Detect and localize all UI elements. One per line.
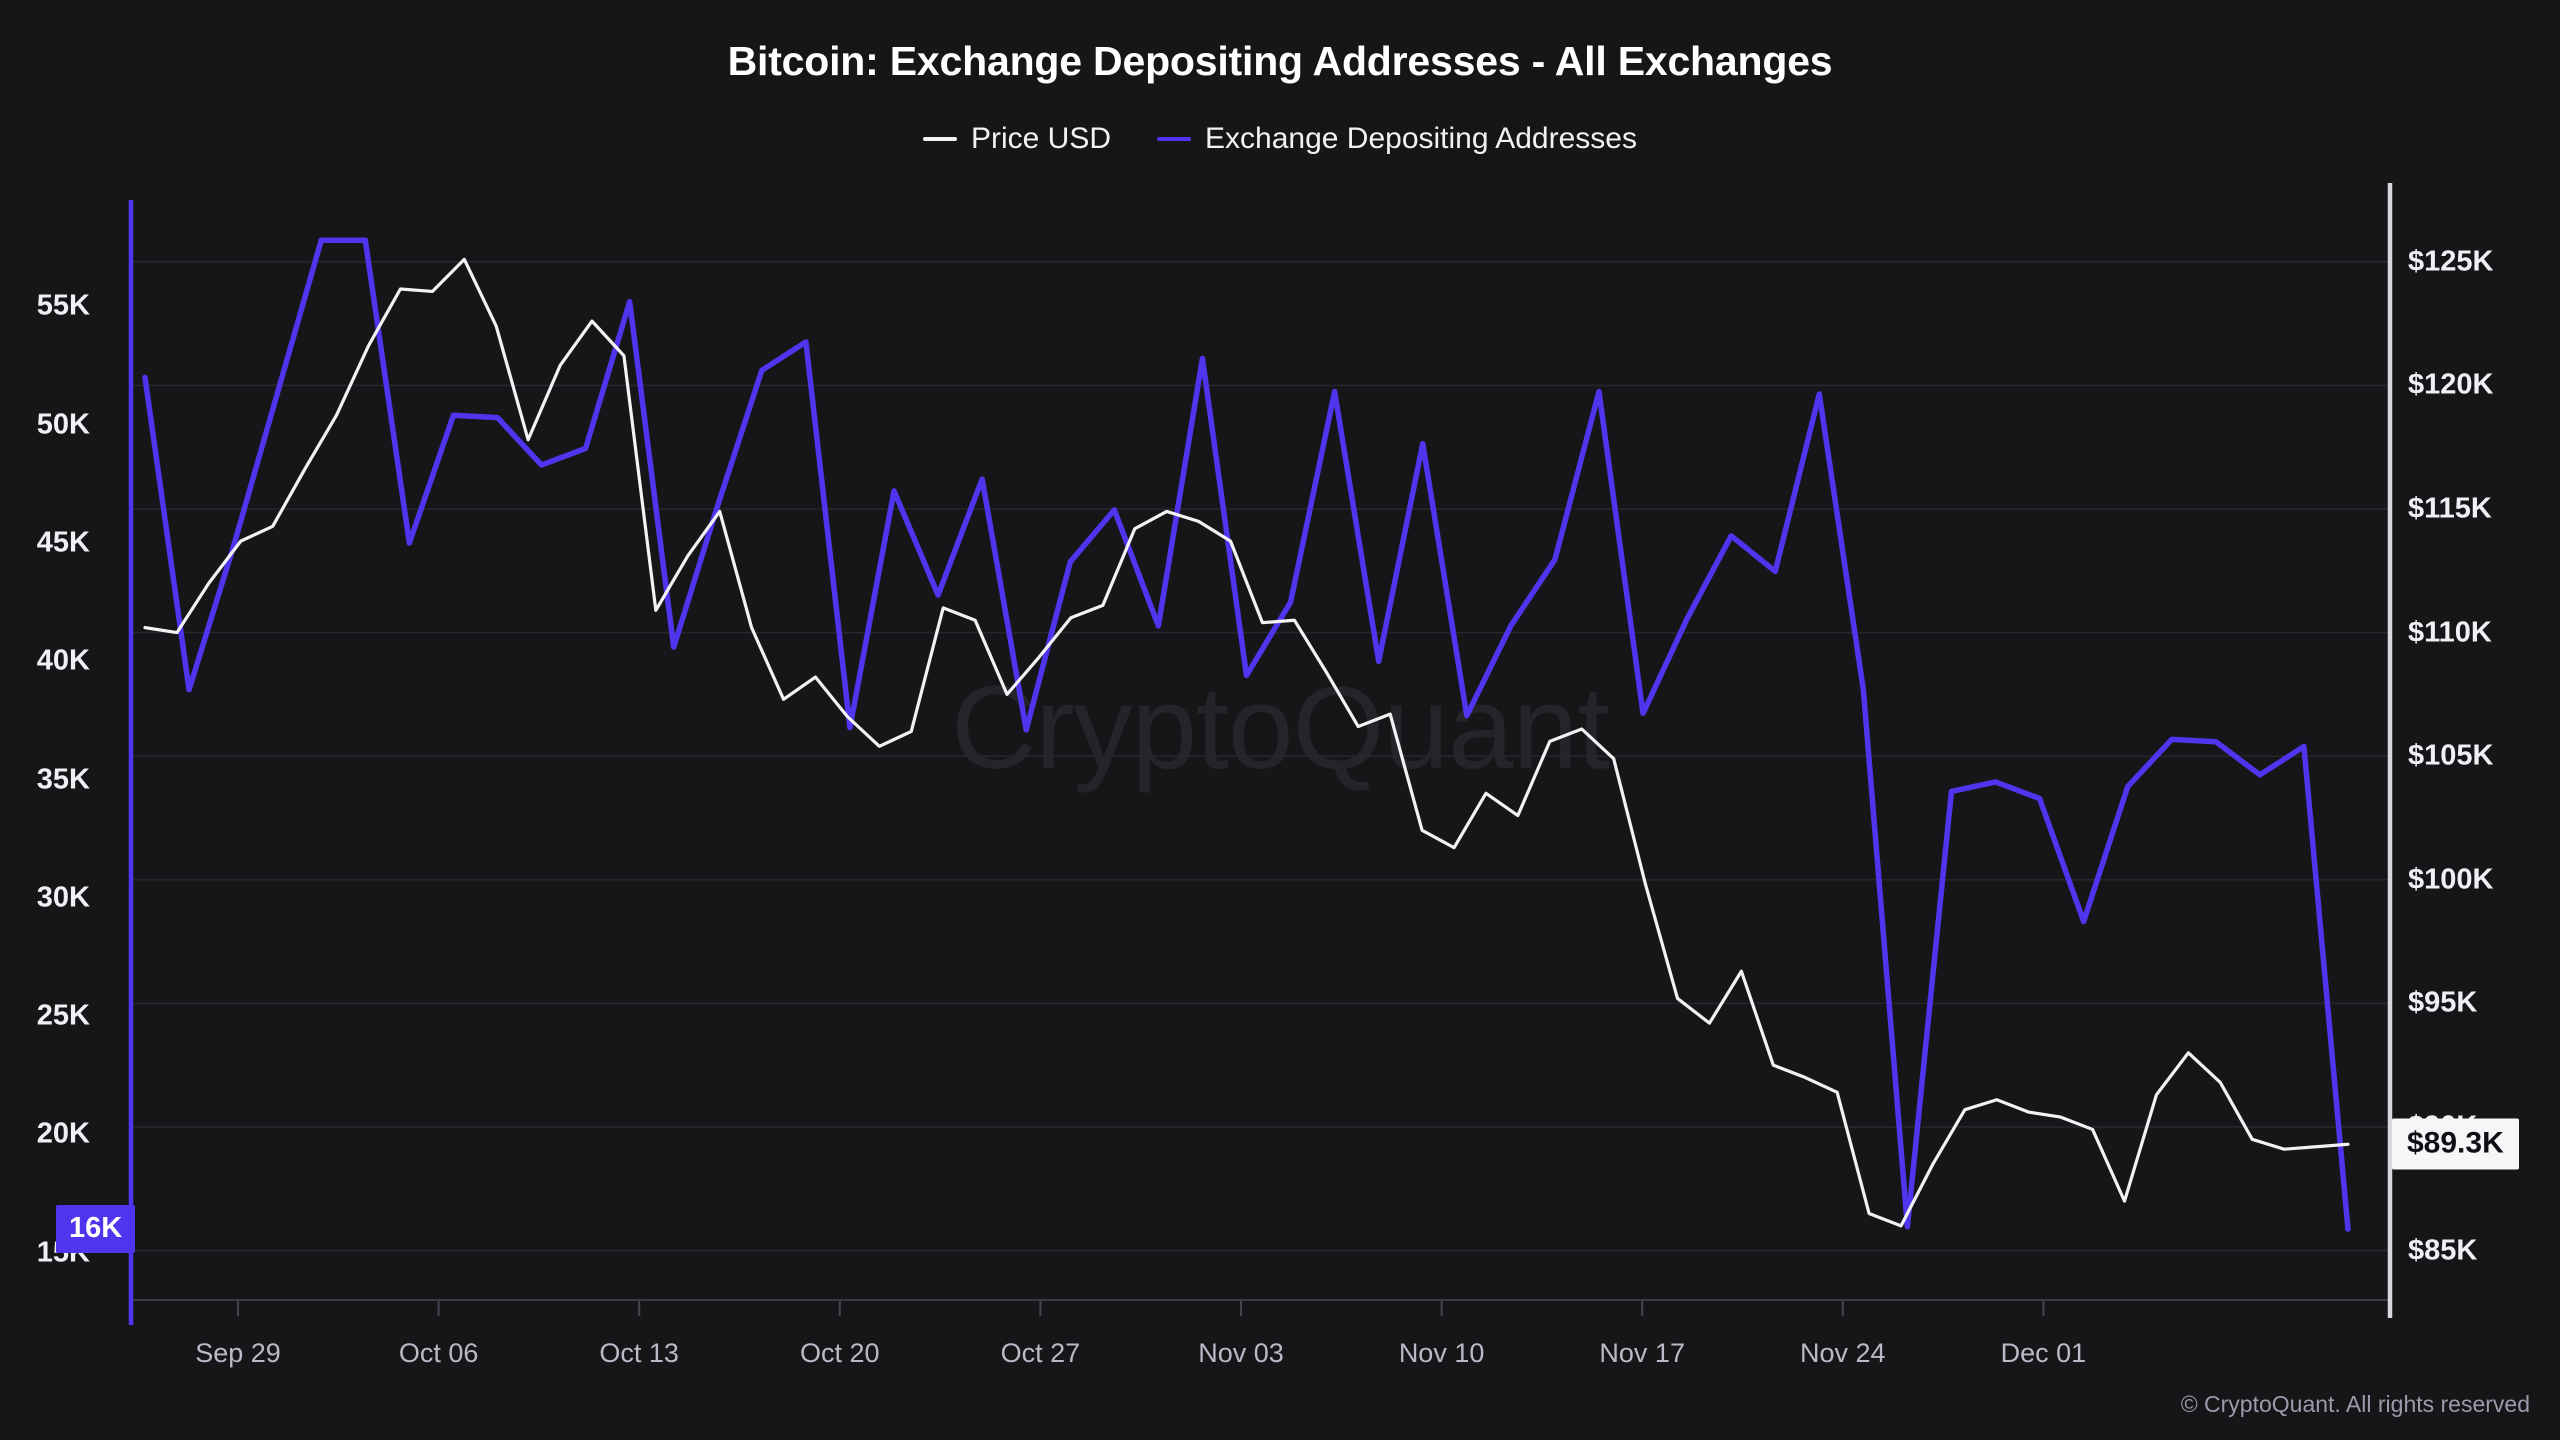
y-axis-left-tick-label: 35K bbox=[36, 763, 90, 796]
y-axis-right-tick-label: $125K bbox=[2408, 245, 2494, 278]
y-axis-left-tick-label: 30K bbox=[36, 881, 90, 914]
y-axis-right-tick-label: $100K bbox=[2408, 863, 2494, 896]
x-axis-tick-label: Sep 29 bbox=[195, 1338, 281, 1368]
x-axis-tick-label: Oct 27 bbox=[1000, 1338, 1081, 1368]
y-axis-left-tick-label: 25K bbox=[36, 999, 90, 1032]
y-axis-left-tick-label: 55K bbox=[36, 289, 90, 322]
y-axis-right-tick-label: $110K bbox=[2408, 616, 2492, 649]
y-axis-right-tick-label: $95K bbox=[2408, 986, 2478, 1019]
x-axis-tick-label: Nov 10 bbox=[1398, 1338, 1485, 1368]
x-axis-ticks bbox=[237, 1300, 2045, 1316]
axis-spines bbox=[128, 183, 2393, 1325]
legend-item-exchange-depositing-addresses[interactable]: Exchange Depositing Addresses bbox=[1157, 122, 1637, 156]
series-line-exchange-depositing-addresses bbox=[142, 237, 2351, 1232]
left-axis-value-badge: 16K bbox=[56, 1205, 136, 1254]
legend-item-price-usd[interactable]: Price USD bbox=[923, 122, 1111, 156]
y-axis-right-tick-label: $105K bbox=[2408, 739, 2494, 772]
y-axis-left-tick-label: 20K bbox=[36, 1117, 90, 1150]
legend-swatch-price-usd bbox=[923, 137, 957, 141]
y-axis-left-tick-label: 40K bbox=[36, 644, 90, 677]
legend-label-exchange-depositing-addresses: Exchange Depositing Addresses bbox=[1205, 122, 1637, 155]
y-axis-right-tick-label: $115K bbox=[2408, 492, 2492, 525]
x-axis-tick-label: Nov 24 bbox=[1800, 1338, 1886, 1368]
y-axis-right-tick-label: $120K bbox=[2408, 368, 2494, 401]
x-axis-tick-label: Oct 06 bbox=[398, 1338, 479, 1368]
x-axis-tick-label: Nov 17 bbox=[1599, 1338, 1685, 1368]
gridlines bbox=[131, 260, 2390, 1252]
x-axis-tick-label: Oct 20 bbox=[800, 1338, 880, 1368]
legend-swatch-exchange-depositing-addresses bbox=[1157, 137, 1192, 141]
x-axis-tick-label: Nov 03 bbox=[1198, 1338, 1284, 1368]
chart-legend: Price USD Exchange Depositing Addresses bbox=[0, 122, 2560, 156]
y-axis-left-tick-label: 50K bbox=[36, 408, 90, 441]
right-axis-value-badge: $89.3K bbox=[2392, 1118, 2519, 1170]
y-axis-right-tick-label: $85K bbox=[2408, 1234, 2478, 1267]
y-axis-left-tick-label: 45K bbox=[36, 526, 90, 559]
copyright-footer: © CryptoQuant. All rights reserved bbox=[2180, 1391, 2530, 1417]
legend-label-price-usd: Price USD bbox=[971, 122, 1112, 155]
x-axis-tick-label: Oct 13 bbox=[599, 1338, 679, 1368]
series-line-price-usd bbox=[143, 257, 2350, 1228]
x-axis-tick-label: Dec 01 bbox=[2000, 1338, 2087, 1368]
page-title: Bitcoin: Exchange Depositing Addresses -… bbox=[727, 38, 1833, 84]
